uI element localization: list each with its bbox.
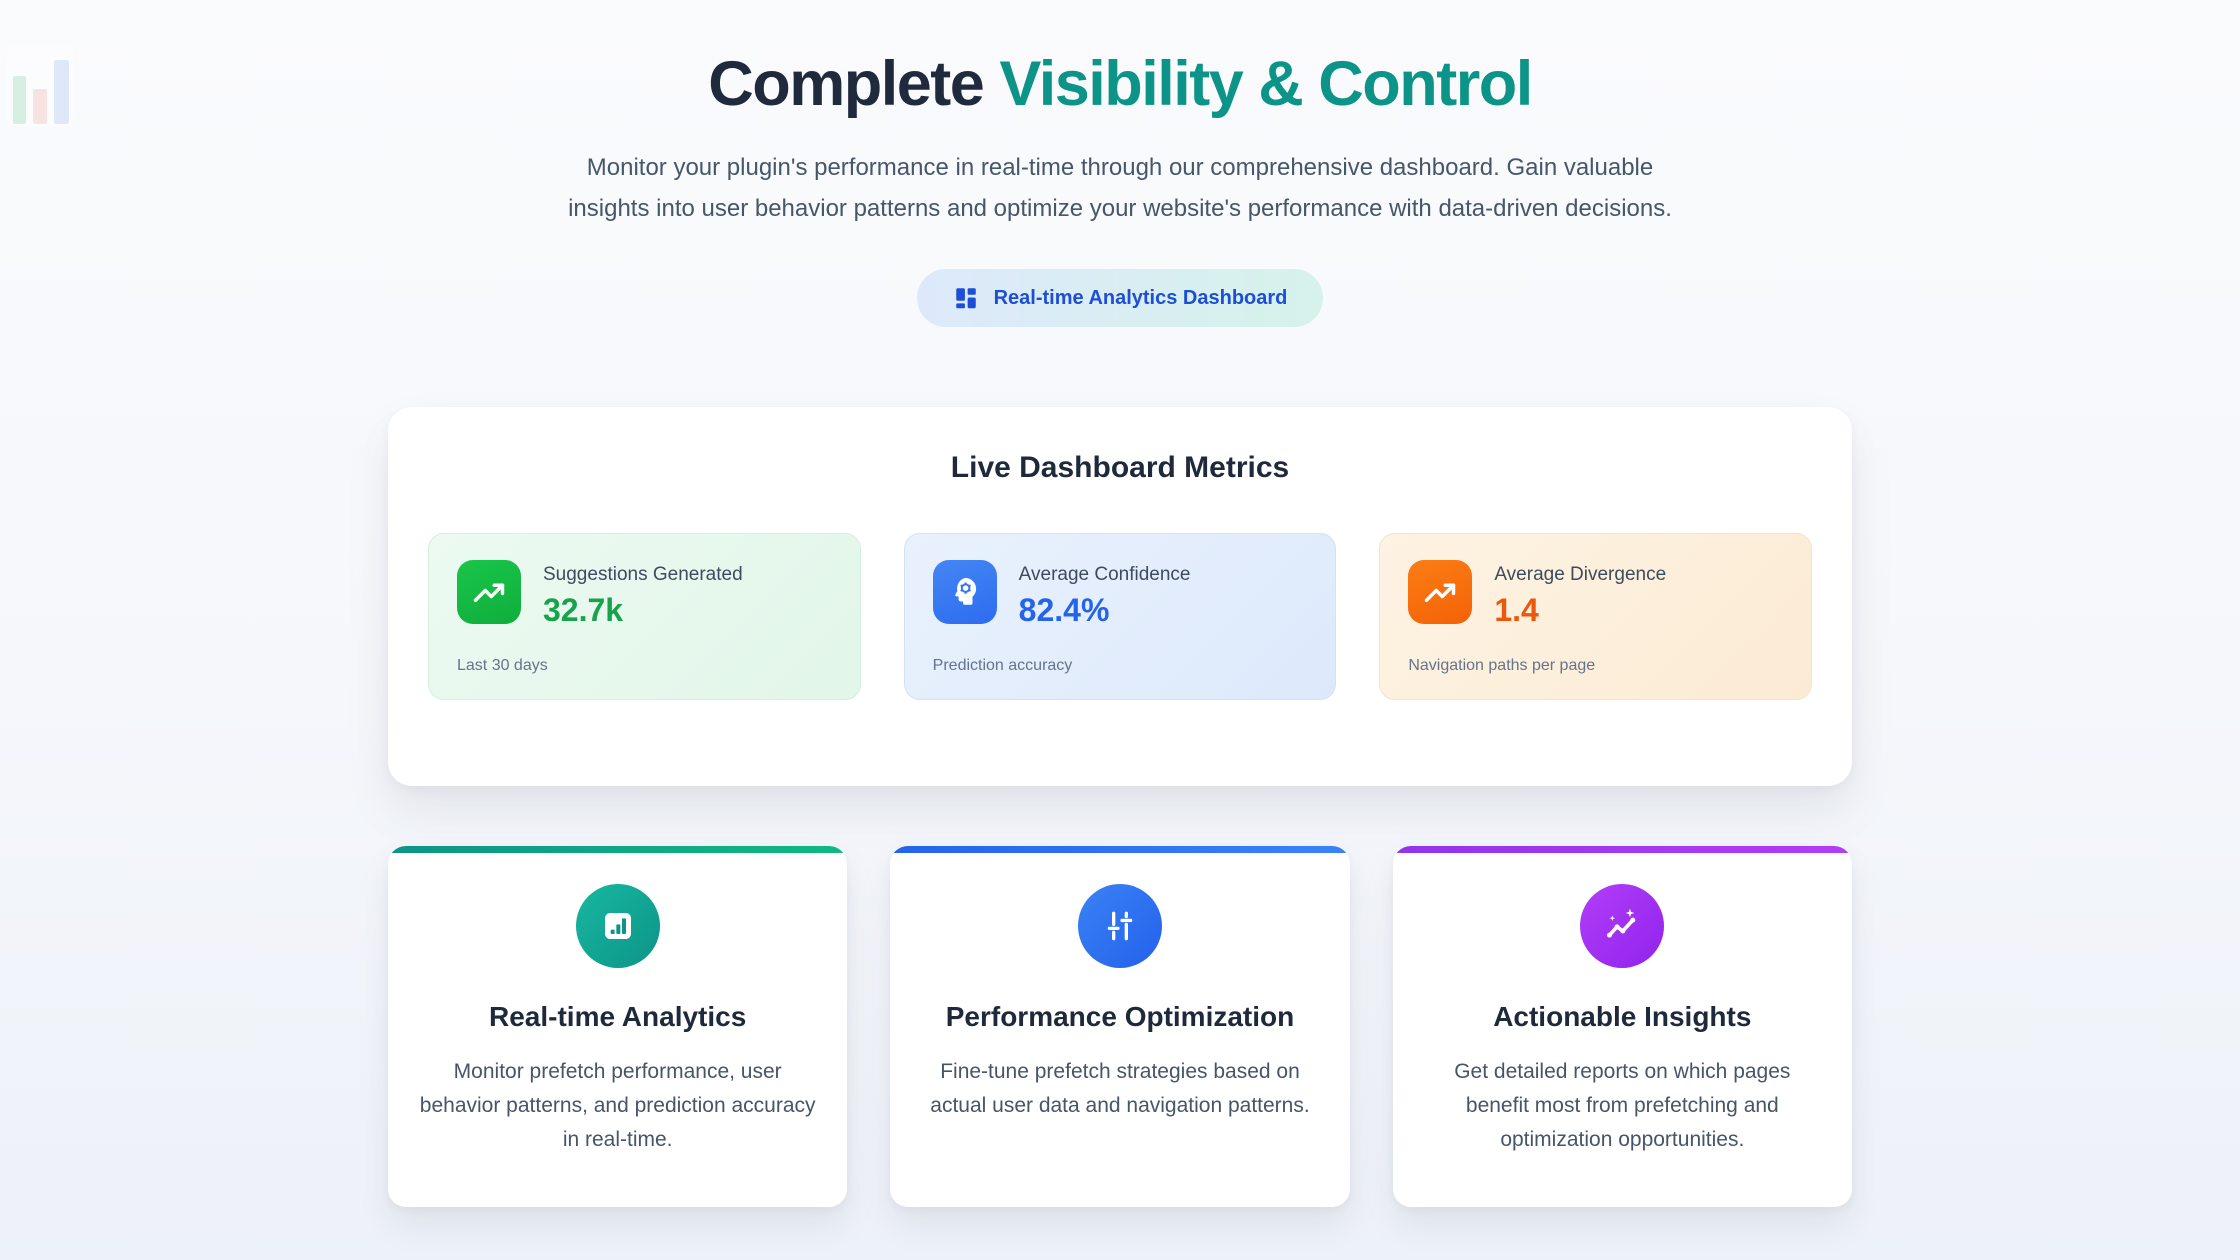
page-subtitle: Monitor your plugin's performance in rea… — [568, 154, 1672, 222]
feature-title: Performance Optimization — [945, 1001, 1295, 1032]
metric-label: Suggestions Generated — [543, 564, 743, 585]
watermark-background — [7, 46, 73, 126]
feature-description: Monitor prefetch performance, user behav… — [419, 1060, 816, 1151]
metric-card-confidence: Average Confidence 82.4% Prediction accu… — [903, 533, 1337, 700]
feature-description: Fine-tune prefetch strategies based on a… — [930, 1060, 1310, 1117]
metric-card-text: Average Confidence 82.4% — [1019, 560, 1191, 629]
metric-value: 82.4% — [1018, 592, 1110, 628]
hero-section: Complete Visibility & Control Monitor yo… — [0, 0, 2240, 327]
live-metrics-panel: Live Dashboard Metrics Suggestions Gener… — [388, 407, 1852, 786]
page-title-prefix: Complete — [708, 49, 985, 119]
feature-accent-bar — [890, 846, 1350, 853]
feature-title: Real-time Analytics — [489, 1001, 747, 1032]
metric-card-text: Suggestions Generated 32.7k — [543, 560, 743, 629]
metric-card-header: Average Divergence 1.4 — [1408, 560, 1783, 629]
metric-label: Average Confidence — [1018, 564, 1191, 585]
watermark-blue-bar — [54, 60, 69, 124]
watermark-red-bar — [33, 89, 47, 124]
watermark-green-bar — [13, 76, 26, 124]
metric-card-text: Average Divergence 1.4 — [1494, 560, 1666, 629]
metric-footnote: Last 30 days — [457, 657, 548, 674]
metrics-panel-title: Live Dashboard Metrics — [950, 451, 1290, 484]
feature-description: Get detailed reports on which pages bene… — [1454, 1060, 1791, 1151]
brain-cog-icon — [932, 560, 997, 624]
page-title: Complete Visibility & Control — [0, 48, 2240, 120]
trend-sparkles-icon — [1580, 884, 1665, 968]
metric-footnote: Navigation paths per page — [1408, 657, 1596, 674]
metric-value: 32.7k — [543, 592, 624, 628]
metric-card-header: Average Confidence 82.4% — [932, 560, 1308, 629]
dashboard-grid-icon — [953, 285, 979, 311]
metric-card-divergence: Average Divergence 1.4 Navigation paths … — [1379, 533, 1813, 700]
feature-title: Actionable Insights — [1493, 1001, 1752, 1032]
feature-card-performance-optimization: Performance Optimization Fine-tune prefe… — [890, 846, 1350, 1207]
metric-card-suggestions: Suggestions Generated 32.7k Last 30 days — [428, 533, 861, 700]
metric-tiles-row: Suggestions Generated 32.7k Last 30 days — [428, 533, 1813, 700]
analytics-dashboard-badge: Real-time Analytics Dashboard — [916, 269, 1324, 327]
feature-accent-bar — [388, 846, 848, 853]
sliders-icon — [1077, 884, 1162, 968]
feature-card-realtime-analytics: Real-time Analytics Monitor prefetch per… — [388, 846, 848, 1207]
trending-up-icon — [1408, 560, 1473, 624]
page-title-highlight: Visibility & Control — [999, 49, 1533, 119]
bar-chart-watermark — [7, 46, 73, 126]
metric-card-header: Suggestions Generated 32.7k — [457, 560, 832, 629]
metric-footnote: Prediction accuracy — [932, 657, 1073, 674]
metric-label: Average Divergence — [1494, 564, 1667, 585]
feature-cards-row: Real-time Analytics Monitor prefetch per… — [388, 846, 1852, 1207]
bar-chart-square-icon — [575, 884, 660, 968]
metric-value: 1.4 — [1494, 592, 1539, 628]
feature-card-actionable-insights: Actionable Insights Get detailed reports… — [1392, 846, 1852, 1207]
feature-accent-bar — [1392, 846, 1852, 853]
badge-label: Real-time Analytics Dashboard — [993, 286, 1288, 309]
trending-up-icon — [457, 560, 521, 624]
